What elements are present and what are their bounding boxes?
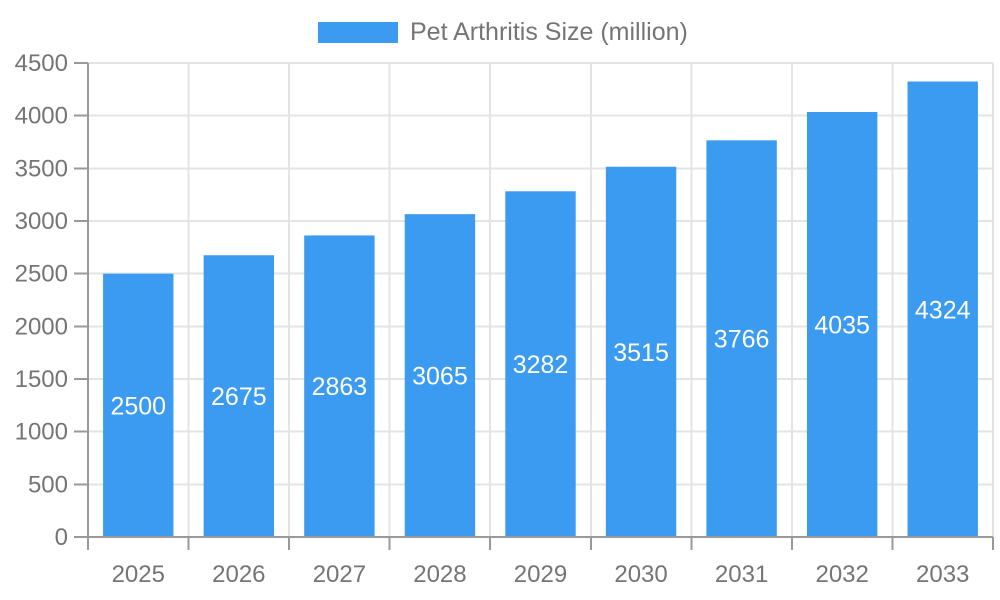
y-tick-label: 3500	[15, 155, 68, 182]
chart-legend[interactable]: Pet Arthritis Size (million)	[318, 18, 688, 47]
bar-value-label: 4324	[915, 296, 971, 324]
bar-2025	[103, 273, 174, 537]
bar-value-label: 3282	[513, 351, 569, 379]
legend-label: Pet Arthritis Size (million)	[410, 18, 688, 46]
x-tick-label: 2032	[815, 561, 868, 588]
bar-value-label: 2863	[312, 373, 368, 401]
x-tick-label: 2028	[413, 561, 466, 588]
y-tick-label: 4500	[15, 50, 68, 77]
y-tick-label: 3000	[15, 208, 68, 235]
x-tick-label: 2027	[313, 561, 366, 588]
bar-2030	[605, 166, 677, 537]
x-tick-label: 2026	[212, 561, 265, 588]
y-tick-label: 1000	[15, 419, 68, 446]
bar-2031	[706, 140, 777, 537]
bar-value-label: 2500	[110, 392, 166, 420]
bar-value-label: 3766	[714, 326, 770, 354]
bar-2028	[404, 214, 476, 538]
bar-2029	[505, 191, 576, 537]
x-tick-label: 2033	[916, 561, 969, 588]
bar-value-label: 3065	[412, 363, 468, 391]
y-tick-label: 0	[55, 524, 68, 551]
bar-value-label: 3515	[613, 339, 669, 367]
x-tick-label: 2025	[112, 561, 165, 588]
bar-2032	[806, 111, 878, 537]
x-tick-label: 2030	[614, 561, 667, 588]
bar-2033	[907, 81, 978, 537]
y-tick-label: 2000	[15, 313, 68, 340]
legend-swatch	[318, 22, 398, 43]
y-tick-label: 2500	[15, 261, 68, 288]
x-tick-label: 2031	[715, 561, 768, 588]
bar-value-label: 4035	[814, 311, 870, 339]
y-tick-label: 4000	[15, 103, 68, 130]
bar-value-label: 2675	[211, 383, 267, 411]
bar-2027	[304, 235, 375, 537]
y-tick-label: 500	[28, 471, 68, 498]
y-tick-label: 1500	[15, 366, 68, 393]
x-tick-label: 2029	[514, 561, 567, 588]
bar-2026	[203, 255, 275, 537]
